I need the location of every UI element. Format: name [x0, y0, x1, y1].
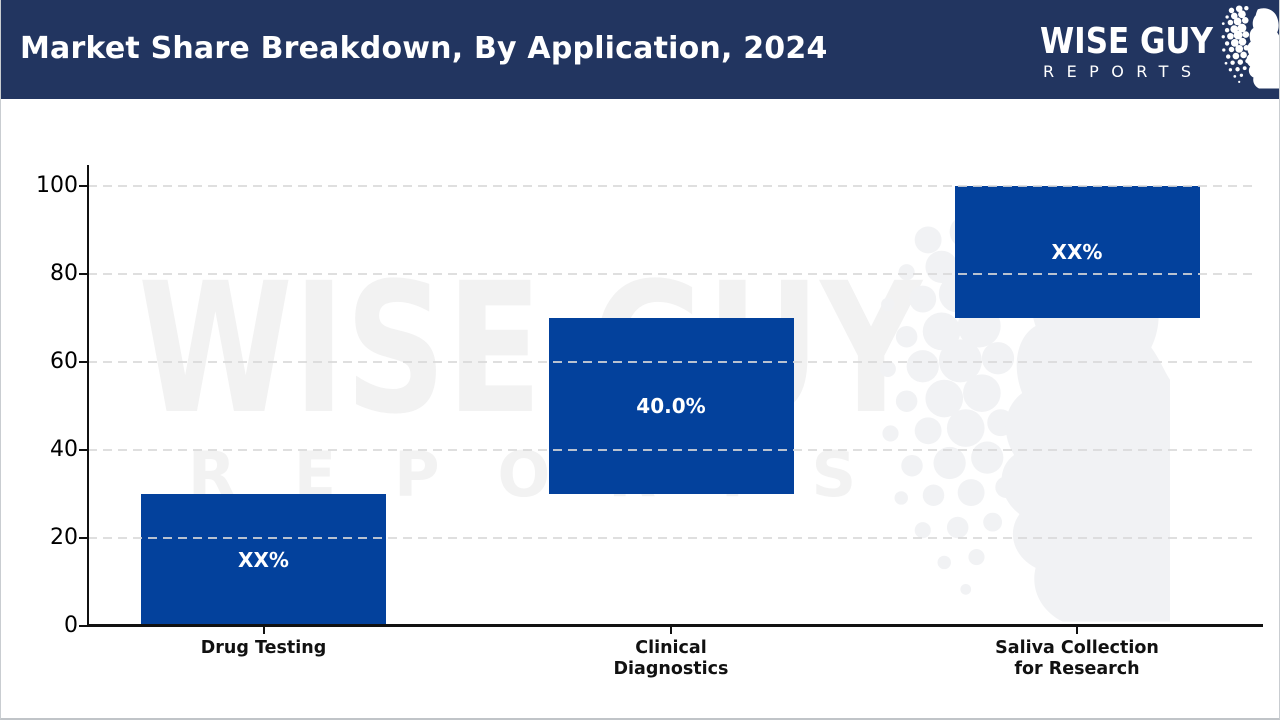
bar-segment: XX% [954, 186, 1200, 318]
y-tick-label: 0 [64, 613, 78, 638]
bar-value-label: XX% [238, 548, 289, 572]
logo-subtext: REPORTS [1043, 62, 1191, 81]
x-tick-mark [262, 627, 265, 634]
header-banner: Market Share Breakdown, By Application, … [0, 0, 1280, 99]
x-category-label: Drug Testing [114, 638, 414, 659]
x-category-label: Clinical Diagnostics [521, 638, 821, 680]
y-tick-mark [79, 185, 87, 187]
y-tick-label: 80 [50, 261, 78, 286]
y-tick-mark [79, 361, 87, 363]
bar-segment: 40.0% [548, 318, 794, 494]
y-tick-mark [79, 449, 87, 451]
bar-value-label: XX% [1051, 240, 1103, 264]
y-tick-label: 100 [36, 173, 78, 198]
x-tick-mark [670, 627, 672, 634]
y-axis-line [87, 165, 89, 627]
x-category-label: Saliva Collection for Research [927, 638, 1227, 680]
y-tick-mark [79, 537, 87, 539]
bar-segment: XX% [141, 494, 386, 626]
y-tick-mark [79, 273, 87, 275]
y-tick-mark [79, 625, 87, 627]
y-tick-label: 40 [50, 437, 78, 462]
logo-face-icon [1221, 5, 1280, 89]
page-title: Market Share Breakdown, By Application, … [20, 31, 828, 66]
x-category-label-line: Drug Testing [200, 638, 327, 658]
x-axis-line [87, 624, 1263, 627]
x-category-label-line: Saliva Collection [995, 638, 1159, 658]
x-category-label-line: Diagnostics [613, 659, 729, 679]
wise-guy-reports-logo: WISE GUY REPORTS [1040, 5, 1280, 89]
x-category-label-line: Clinical [635, 638, 707, 658]
x-tick-mark [1076, 627, 1078, 634]
y-tick-label: 60 [50, 349, 78, 374]
logo-wordmark: WISE GUY [1040, 21, 1214, 62]
bar-value-label: 40.0% [636, 394, 706, 418]
x-category-label-line: for Research [1014, 659, 1140, 679]
y-tick-label: 20 [50, 525, 78, 550]
